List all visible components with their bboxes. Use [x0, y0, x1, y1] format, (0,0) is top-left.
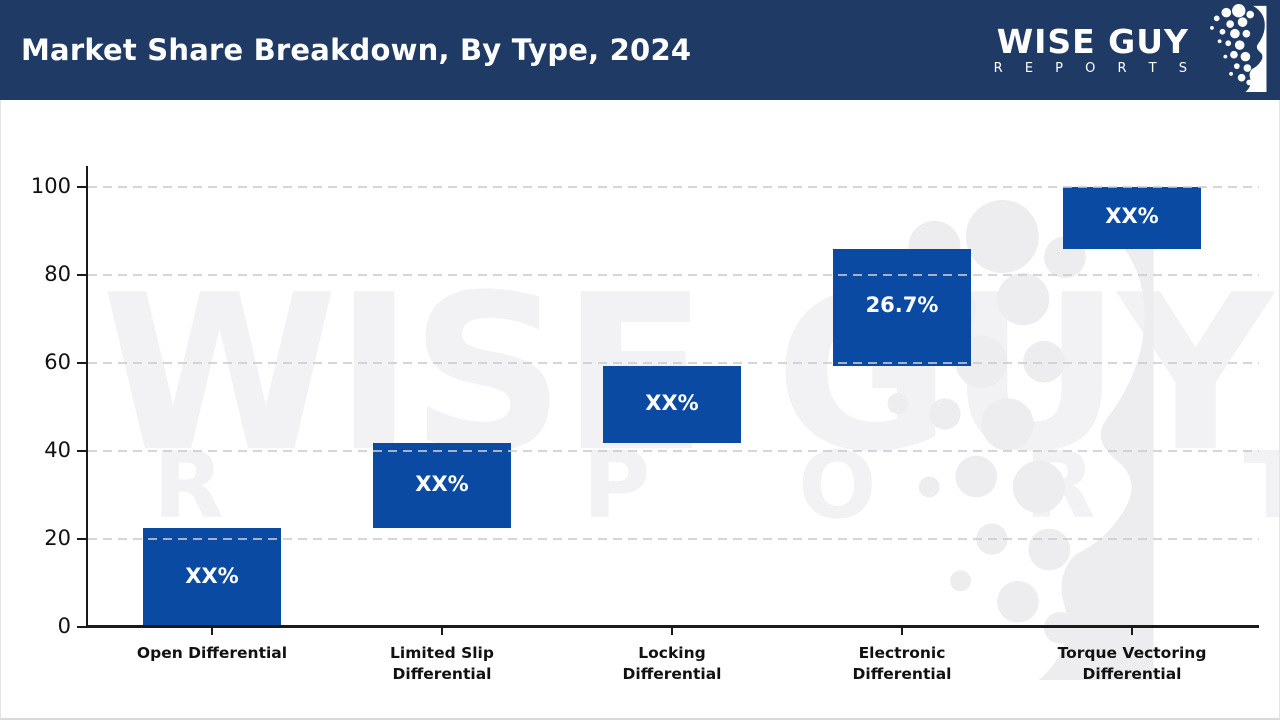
brand-logo: WISE GUY R E P O R T S — [990, 4, 1268, 96]
watermark-face-icon — [771, 200, 1171, 684]
gridline — [88, 362, 1259, 364]
y-tick-label: 80 — [44, 262, 71, 286]
y-axis-line — [86, 166, 88, 628]
gridline — [88, 186, 1259, 188]
x-tick-mark — [901, 628, 903, 635]
logo-wordmark-block: WISE GUY R E P O R T S — [990, 25, 1196, 75]
bar — [373, 443, 511, 528]
bar-value-label: 26.7% — [865, 293, 939, 318]
logo-wordmark: WISE GUY — [996, 22, 1189, 61]
x-axis-line — [86, 625, 1259, 628]
watermark-reports: R E P O R T S — [153, 432, 1279, 539]
category-label: Limited Slip Differential — [390, 644, 494, 683]
x-tick-mark — [1131, 628, 1133, 635]
x-tick-mark — [441, 628, 443, 635]
y-tick-mark — [77, 362, 87, 364]
category-label: Locking Differential — [622, 644, 722, 683]
category-label: Electronic Differential — [852, 644, 952, 683]
x-tick-mark — [211, 628, 213, 635]
y-tick-mark — [77, 274, 87, 276]
y-tick-label: 0 — [57, 614, 71, 638]
header: Market Share Breakdown, By Type, 2024 WI… — [0, 0, 1280, 100]
y-tick-mark — [77, 186, 87, 188]
category-label: Open Differential — [136, 644, 288, 662]
y-tick-label: 100 — [30, 174, 71, 198]
gridline — [88, 538, 1259, 540]
page-title: Market Share Breakdown, By Type, 2024 — [21, 33, 692, 67]
y-tick-mark — [77, 450, 87, 452]
bar — [833, 248, 971, 367]
category-label: Torque Vectoring Differential — [1057, 644, 1207, 683]
gridline — [88, 274, 1259, 276]
y-tick-label: 20 — [44, 526, 71, 550]
bar — [1063, 187, 1201, 249]
bar-value-label: XX% — [645, 390, 699, 415]
bar — [143, 528, 281, 627]
x-tick-mark — [671, 628, 673, 635]
y-tick-label: 60 — [44, 350, 71, 374]
bar-value-label: XX% — [185, 563, 239, 588]
y-tick-mark — [77, 626, 87, 628]
logo-face-icon — [1198, 4, 1268, 96]
bar-value-label: XX% — [415, 471, 469, 496]
bar — [603, 366, 741, 444]
logo-subtitle: R E P O R T S — [993, 61, 1196, 76]
y-tick-mark — [77, 538, 87, 540]
bar-value-label: XX% — [1105, 203, 1159, 228]
y-tick-label: 40 — [44, 438, 71, 462]
gridline — [88, 450, 1259, 452]
